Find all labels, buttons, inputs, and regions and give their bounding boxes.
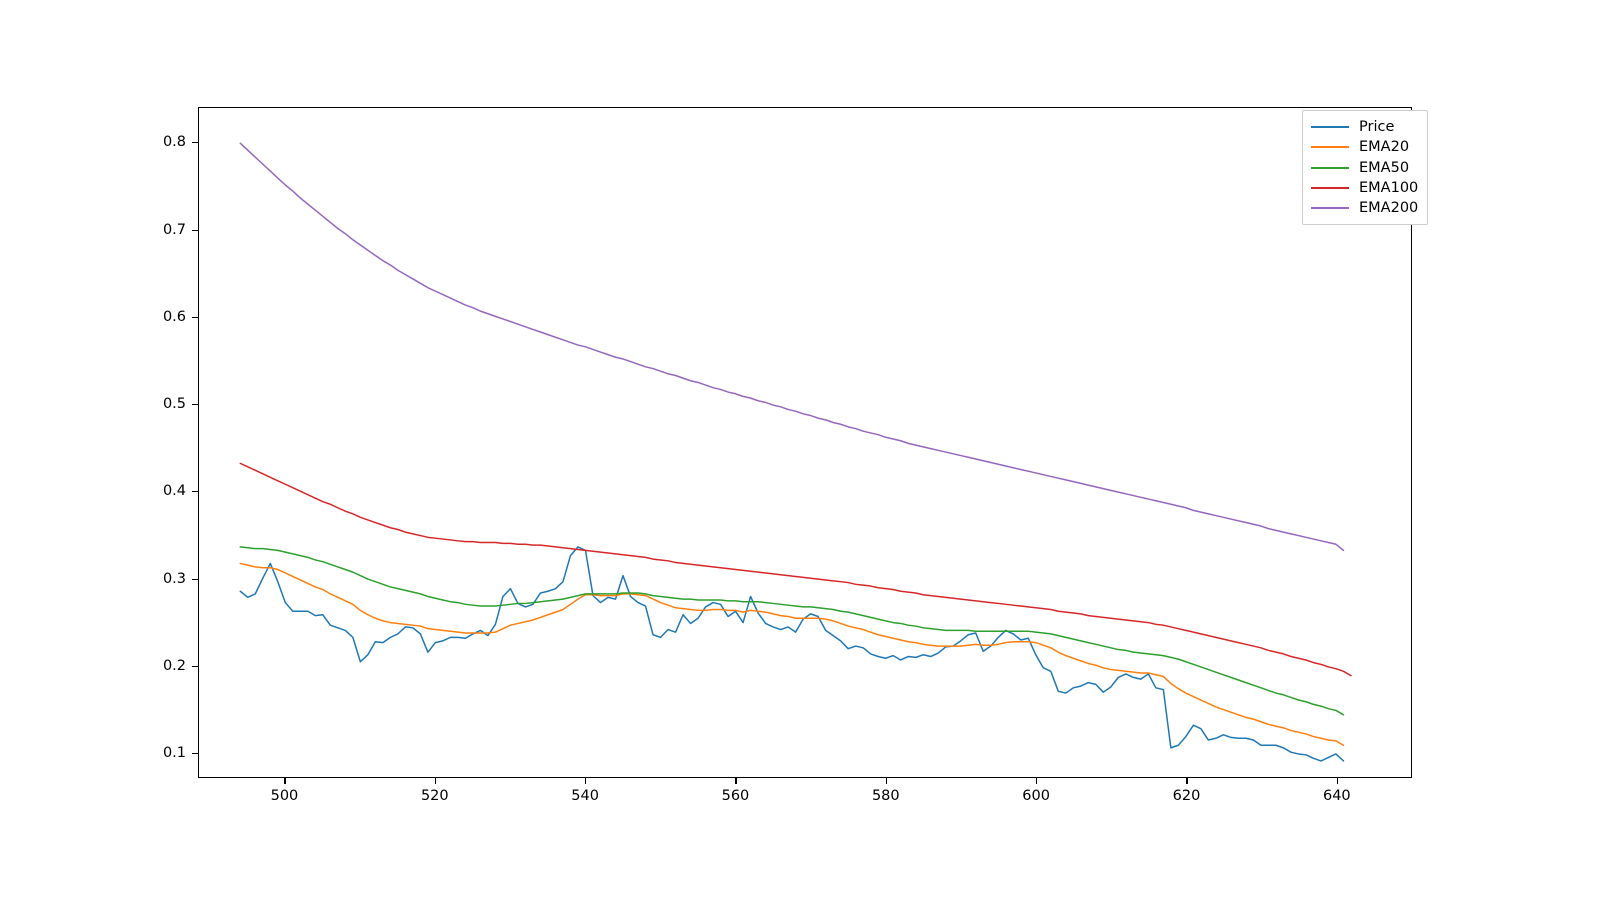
y-tick-label: 0.8 (162, 134, 186, 151)
x-tick-mark (1186, 778, 1188, 784)
y-tick-mark (192, 665, 198, 667)
series-line-price (239, 546, 1345, 762)
legend-label: EMA20 (1359, 139, 1410, 156)
x-tick-mark (735, 778, 737, 784)
x-tick-label: 640 (1322, 788, 1351, 804)
x-tick-mark (585, 778, 587, 784)
legend-color-swatch (1311, 146, 1349, 149)
y-tick-mark (192, 491, 198, 493)
legend-color-swatch (1311, 187, 1349, 190)
legend-item-ema200: EMA200 (1311, 198, 1418, 218)
plot-area (198, 107, 1412, 778)
legend-label: EMA100 (1359, 180, 1419, 197)
series-line-ema50 (239, 546, 1345, 716)
legend-color-swatch (1311, 126, 1349, 129)
legend-item-ema50: EMA50 (1311, 158, 1418, 178)
y-tick-label: 0.6 (162, 308, 186, 325)
legend-item-ema20: EMA20 (1311, 137, 1418, 157)
legend-color-swatch (1311, 166, 1349, 169)
y-tick-label: 0.1 (162, 745, 186, 762)
x-tick-mark (434, 778, 436, 784)
y-tick-label: 0.7 (162, 221, 186, 238)
y-tick-mark (192, 404, 198, 406)
y-tick-label: 0.4 (162, 483, 186, 500)
x-tick-label: 620 (1172, 788, 1201, 804)
series-line-ema100 (239, 462, 1352, 677)
x-tick-label: 600 (1022, 788, 1050, 804)
chart-canvas (239, 142, 1352, 762)
y-tick-mark (192, 753, 198, 755)
y-tick-mark (192, 578, 198, 580)
x-tick-mark (1336, 778, 1338, 784)
x-tick-mark (1036, 778, 1038, 784)
x-tick-label: 580 (871, 788, 900, 804)
legend-item-ema100: EMA100 (1311, 178, 1418, 198)
series-line-ema200 (239, 142, 1345, 552)
x-tick-label: 540 (571, 788, 599, 804)
chart-legend: Price EMA20 EMA50 EMA100 EMA200 (1302, 110, 1429, 226)
x-tick-label: 560 (721, 788, 750, 804)
x-tick-label: 520 (420, 788, 449, 804)
legend-label: EMA50 (1359, 159, 1410, 176)
y-tick-label: 0.5 (162, 396, 186, 413)
legend-label: Price (1359, 119, 1395, 136)
legend-item-price: Price (1311, 117, 1418, 137)
y-tick-mark (192, 229, 198, 231)
y-tick-mark (192, 316, 198, 318)
x-tick-mark (885, 778, 887, 784)
y-tick-label: 0.2 (162, 657, 186, 674)
x-tick-mark (284, 778, 286, 784)
legend-color-swatch (1311, 207, 1349, 210)
y-tick-mark (192, 142, 198, 144)
series-line-ema20 (239, 562, 1345, 746)
legend-label: EMA200 (1359, 200, 1419, 217)
y-tick-label: 0.3 (162, 570, 186, 587)
x-tick-label: 500 (270, 788, 299, 804)
